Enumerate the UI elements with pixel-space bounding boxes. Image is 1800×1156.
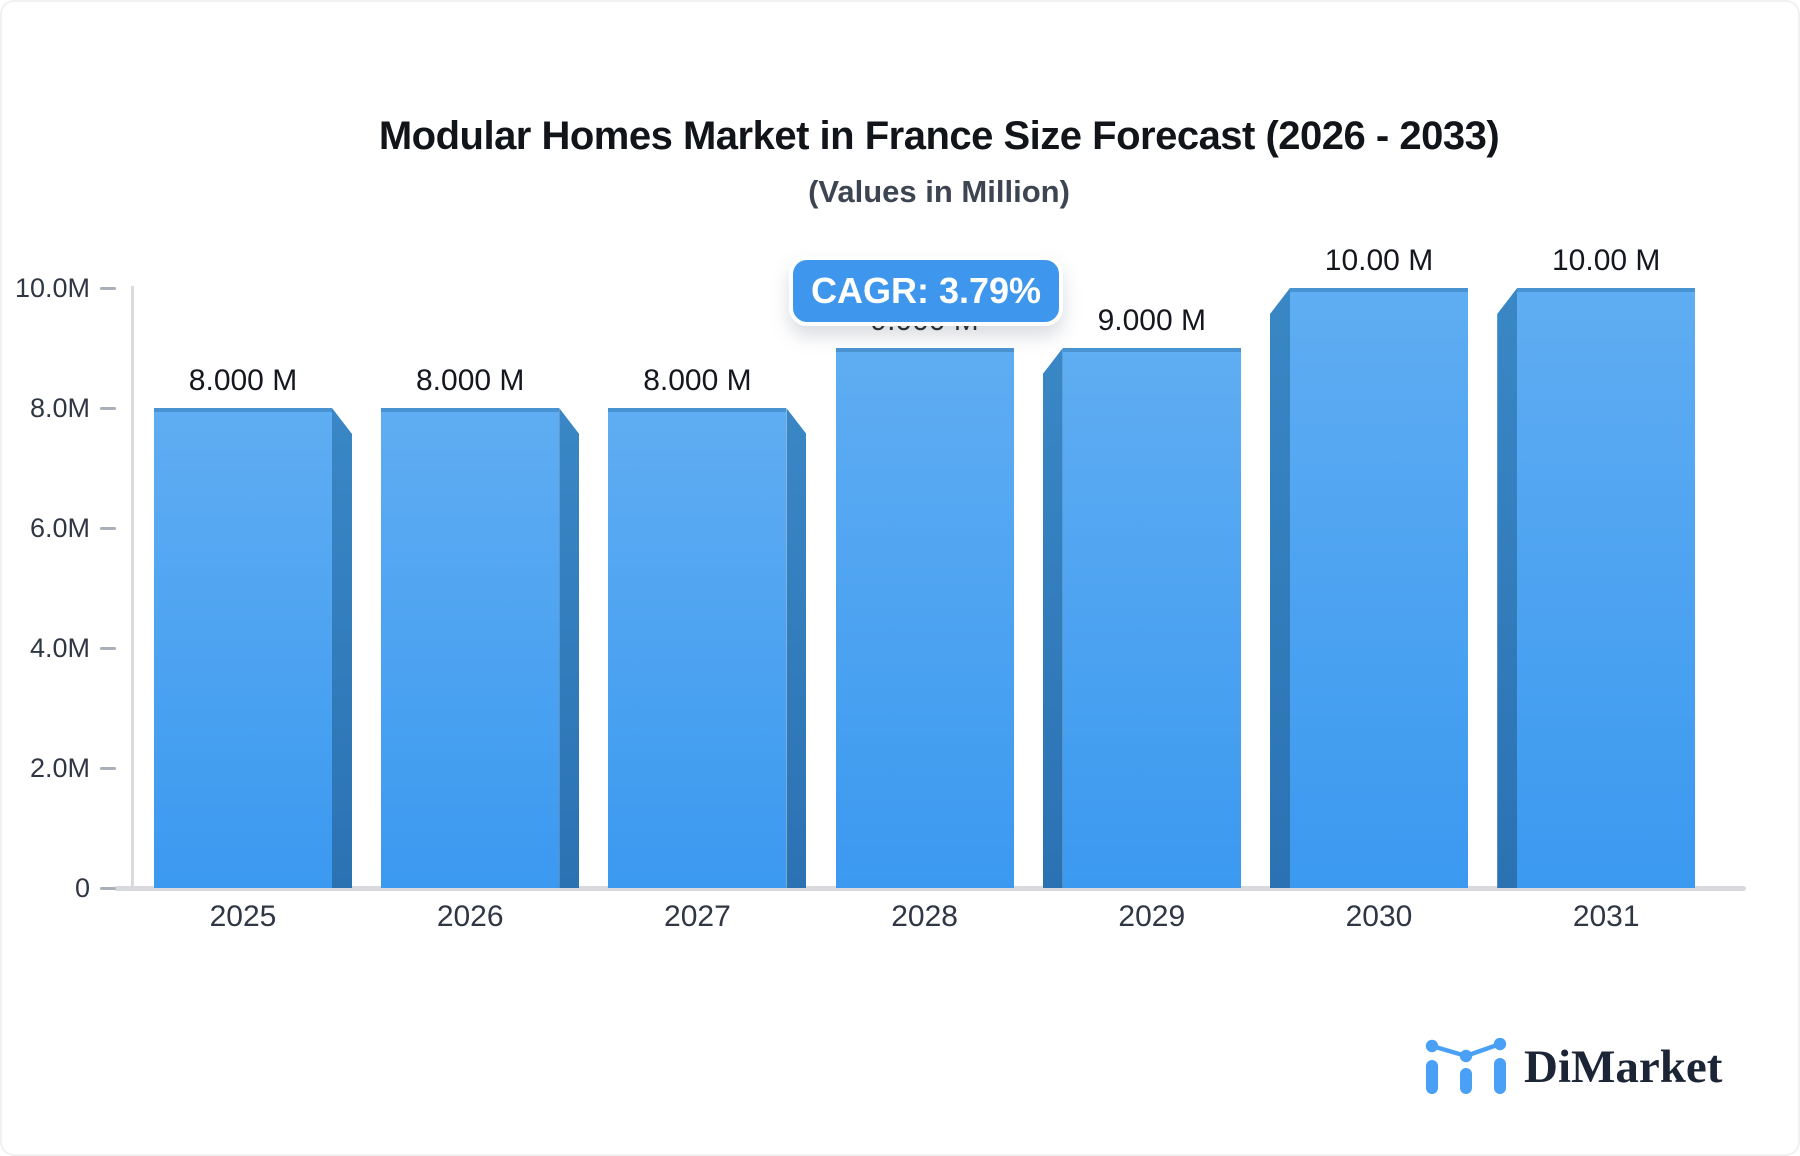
y-axis-label: 4.0M — [29, 633, 90, 663]
bar-2028 — [835, 348, 1014, 888]
x-axis-label: 2026 — [436, 900, 504, 933]
bar-value-label: 10.00 M — [1324, 244, 1434, 277]
bar-side-2027 — [786, 408, 807, 888]
bar-side-2026 — [559, 408, 580, 888]
x-axis-label: 2025 — [209, 900, 277, 933]
bar-2025 — [154, 408, 332, 888]
y-axis-tick — [100, 647, 116, 650]
brand-logo: DiMarket — [1422, 1038, 1722, 1096]
bar-value-label: 8.000 M — [643, 364, 752, 397]
chart-header: Modular Homes Market in France Size Fore… — [132, 112, 1746, 210]
brand-name: DiMarket — [1524, 1041, 1723, 1093]
y-axis-label: 0 — [74, 873, 90, 903]
bar-2026 — [381, 408, 560, 888]
y-axis-tick — [100, 407, 116, 410]
bar-2031 — [1517, 288, 1696, 888]
bar-side-2031 — [1497, 288, 1518, 888]
y-axis-label: 6.0M — [29, 513, 90, 543]
x-axis-label: 2029 — [1118, 900, 1186, 933]
bar-2027 — [608, 408, 787, 888]
y-axis-tick — [100, 887, 116, 890]
cagr-badge: CAGR: 3.79% — [789, 256, 1063, 326]
y-axis-label: 10.0M — [14, 273, 90, 303]
y-axis-line — [131, 286, 134, 891]
bar-value-label: 8.000 M — [188, 364, 298, 397]
bar-side-2029 — [1042, 348, 1063, 888]
y-axis-tick — [100, 767, 116, 770]
y-axis-tick — [100, 287, 116, 290]
x-axis-label: 2027 — [664, 900, 731, 933]
chart-title: Modular Homes Market in France Size Fore… — [378, 114, 1500, 158]
y-axis-label: 8.0M — [29, 393, 90, 423]
x-axis-label: 2031 — [1572, 900, 1640, 933]
bar-side-2030 — [1270, 288, 1290, 888]
bar-2030 — [1290, 288, 1468, 888]
dimarket-chart-logo-icon — [1425, 1038, 1507, 1094]
bar-side-2025 — [332, 408, 352, 888]
chart-subtitle: (Values in Million) — [808, 174, 1070, 209]
x-axis-line — [114, 886, 1746, 891]
bar-value-label: 8.000 M — [415, 364, 525, 397]
bar-value-label: 9.000 M — [1097, 304, 1206, 337]
y-axis-tick — [100, 527, 116, 530]
bar-2029 — [1062, 348, 1241, 888]
x-axis-label: 2030 — [1345, 900, 1413, 933]
x-axis-label: 2028 — [891, 900, 958, 933]
y-axis-label: 2.0M — [29, 753, 90, 783]
bar-value-label: 10.00 M — [1551, 244, 1661, 277]
